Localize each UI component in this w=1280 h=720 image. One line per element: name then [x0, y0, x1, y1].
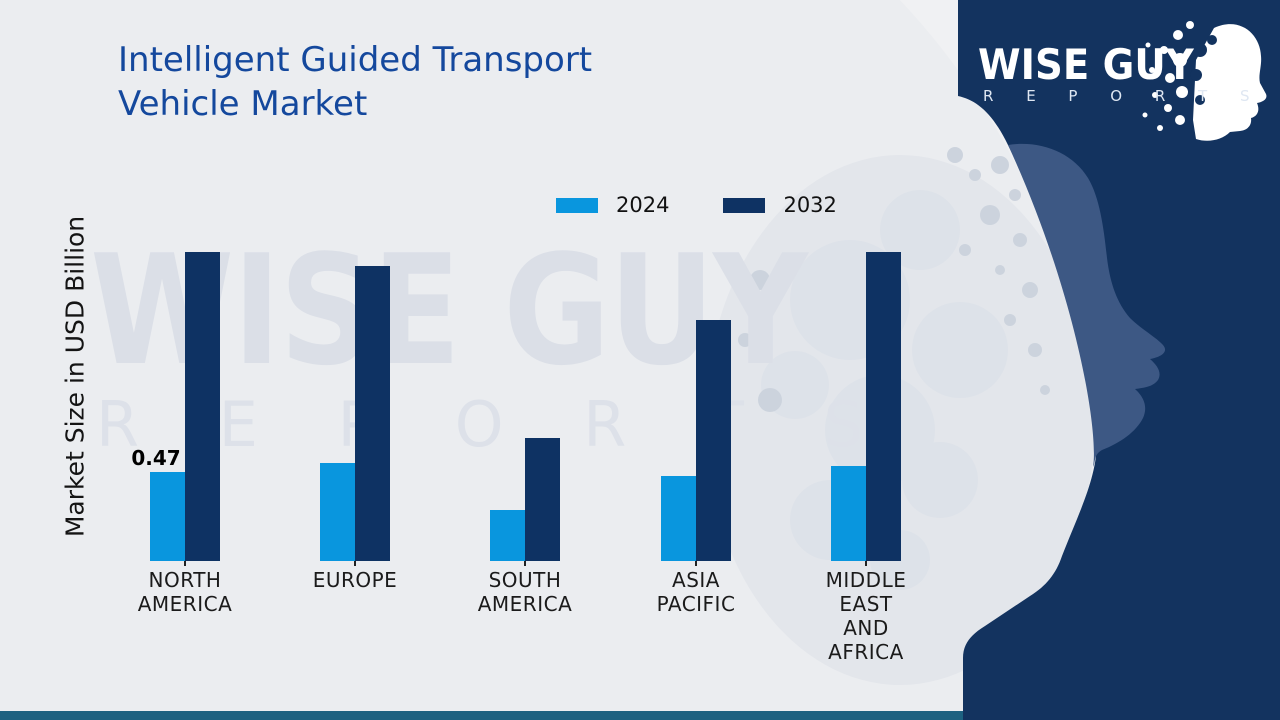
bar-2032-north-america	[185, 252, 220, 561]
bar-2024-south-america	[490, 510, 525, 561]
value-label: 0.47	[131, 446, 181, 470]
logo-face-icon	[1142, 21, 1267, 141]
legend-label-2024: 2024	[616, 193, 670, 217]
watermark-reports: R E P O R T S	[96, 388, 893, 461]
logo-reports-text: R E P O R T S	[983, 87, 1264, 105]
axis-tick	[524, 561, 526, 566]
legend: 2024 2032	[556, 193, 837, 217]
bar-2032-europe	[355, 266, 390, 561]
legend-swatch-2032	[723, 197, 766, 213]
bar-2032-south-america	[525, 438, 560, 561]
y-axis-label: Market Size in USD Billion	[60, 215, 90, 538]
watermark-dots	[738, 147, 1050, 412]
bar-2032-middle-east-and-africa	[866, 252, 901, 561]
category-label-middle-east-and-africa: MIDDLE EAST AND AFRICA	[825, 568, 907, 664]
category-label-north-america: NORTH AMERICA	[137, 568, 233, 616]
logo-wordmark: WISE GUY	[978, 40, 1194, 89]
bar-2032-asia-pacific	[696, 320, 731, 561]
category-label-south-america: SOUTH AMERICA	[477, 568, 573, 616]
page-title: Intelligent Guided Transport Vehicle Mar…	[118, 40, 593, 124]
bar-2024-europe	[320, 463, 355, 561]
axis-tick	[695, 561, 697, 566]
bar-2024-middle-east-and-africa	[831, 466, 866, 561]
axis-tick	[184, 561, 186, 566]
legend-swatch-2024	[556, 197, 598, 213]
face-profile-silhouette	[1008, 143, 1166, 467]
legend-label-2032: 2032	[783, 193, 837, 217]
footer-teal-strip	[0, 711, 1280, 720]
category-label-asia-pacific: ASIA PACIFIC	[656, 568, 736, 616]
axis-tick	[865, 561, 867, 566]
axis-tick	[354, 561, 356, 566]
bar-2024-north-america	[150, 472, 185, 561]
bar-2024-asia-pacific	[661, 476, 696, 561]
category-label-europe: EUROPE	[312, 568, 398, 592]
